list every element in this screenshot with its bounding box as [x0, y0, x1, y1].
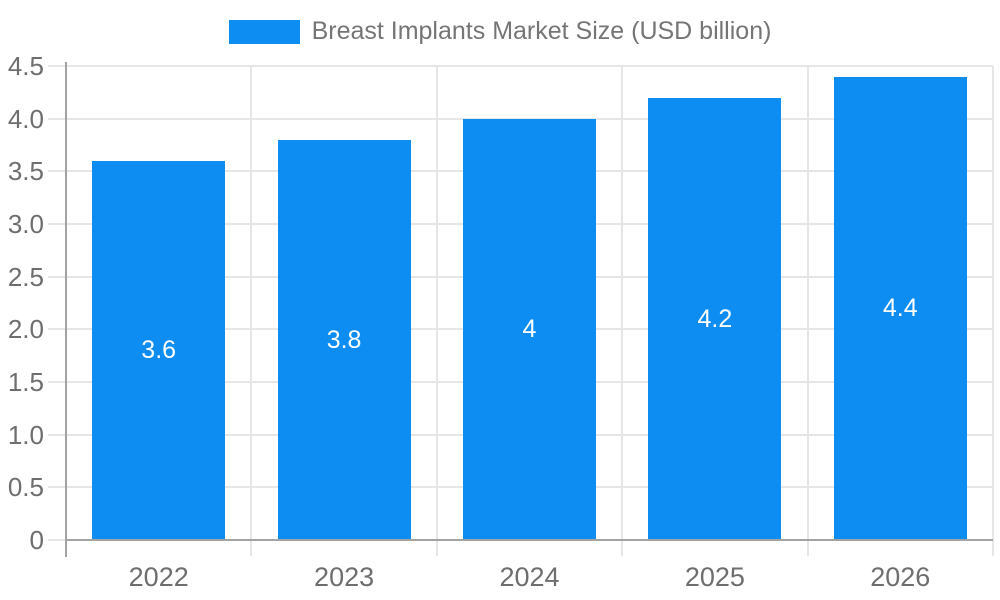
bar-2024[interactable]: [463, 118, 596, 540]
y-axis-tick-label: 4.5: [7, 51, 44, 81]
y-axis-tick: [48, 65, 66, 67]
y-axis-tick: [48, 117, 66, 120]
y-axis-tick: [48, 381, 66, 383]
bar-value-label: 4: [522, 315, 537, 344]
y-axis-tick-label: 3.0: [7, 209, 44, 239]
y-axis-tick: [48, 170, 66, 173]
x-axis-tick-label: 2026: [870, 562, 931, 592]
y-axis-tick: [48, 433, 66, 436]
x-axis-tick: [621, 540, 624, 556]
y-gridline: [66, 65, 993, 67]
x-axis-tick: [806, 540, 809, 556]
y-axis-tick: [48, 486, 66, 489]
y-axis-tick-label: 0.5: [7, 472, 44, 503]
x-axis-tick-label: 2024: [499, 562, 560, 592]
y-axis-tick-label: 1.0: [7, 419, 44, 450]
bar-2022[interactable]: [92, 160, 226, 540]
bar-2023[interactable]: [277, 139, 411, 540]
bar-value-label: 4.2: [697, 304, 733, 333]
bar-value-label: 4.4: [882, 294, 918, 323]
x-axis-tick: [250, 540, 253, 556]
category-boundary-gridline: [621, 66, 624, 540]
bar-value-label: 3.8: [326, 325, 362, 354]
x-axis-tick: [992, 540, 994, 556]
x-axis-tick: [435, 540, 438, 556]
y-axis-tick-label: 1.5: [7, 367, 44, 397]
category-boundary-gridline: [250, 66, 253, 540]
y-axis-tick-label: 2.0: [7, 314, 44, 345]
bar-2025[interactable]: [648, 97, 782, 540]
x-axis-tick-label: 2022: [128, 562, 189, 592]
x-axis-tick-label: 2025: [684, 562, 745, 592]
category-boundary-gridline: [435, 66, 438, 540]
bar-2026[interactable]: [833, 76, 967, 540]
bar-value-label: 3.6: [141, 336, 177, 365]
legend-swatch: [228, 19, 300, 44]
y-axis-tick-label: 0: [29, 525, 44, 555]
x-axis-baseline: [66, 539, 993, 541]
y-axis-tick: [48, 539, 66, 541]
category-boundary-gridline: [992, 66, 994, 540]
y-axis-tick: [48, 223, 66, 225]
legend-label: Breast Implants Market Size (USD billion…: [311, 17, 772, 45]
legend: Breast Implants Market Size (USD billion…: [0, 17, 1000, 46]
y-axis-tick: [48, 275, 66, 278]
y-axis-line: [65, 62, 67, 557]
y-axis-tick-label: 4.0: [7, 103, 44, 134]
y-axis-tick: [48, 328, 66, 331]
y-axis-tick-label: 2.5: [7, 261, 44, 292]
y-axis-tick-label: 3.5: [7, 156, 44, 187]
x-axis-tick-label: 2023: [314, 562, 375, 592]
category-boundary-gridline: [806, 66, 809, 540]
